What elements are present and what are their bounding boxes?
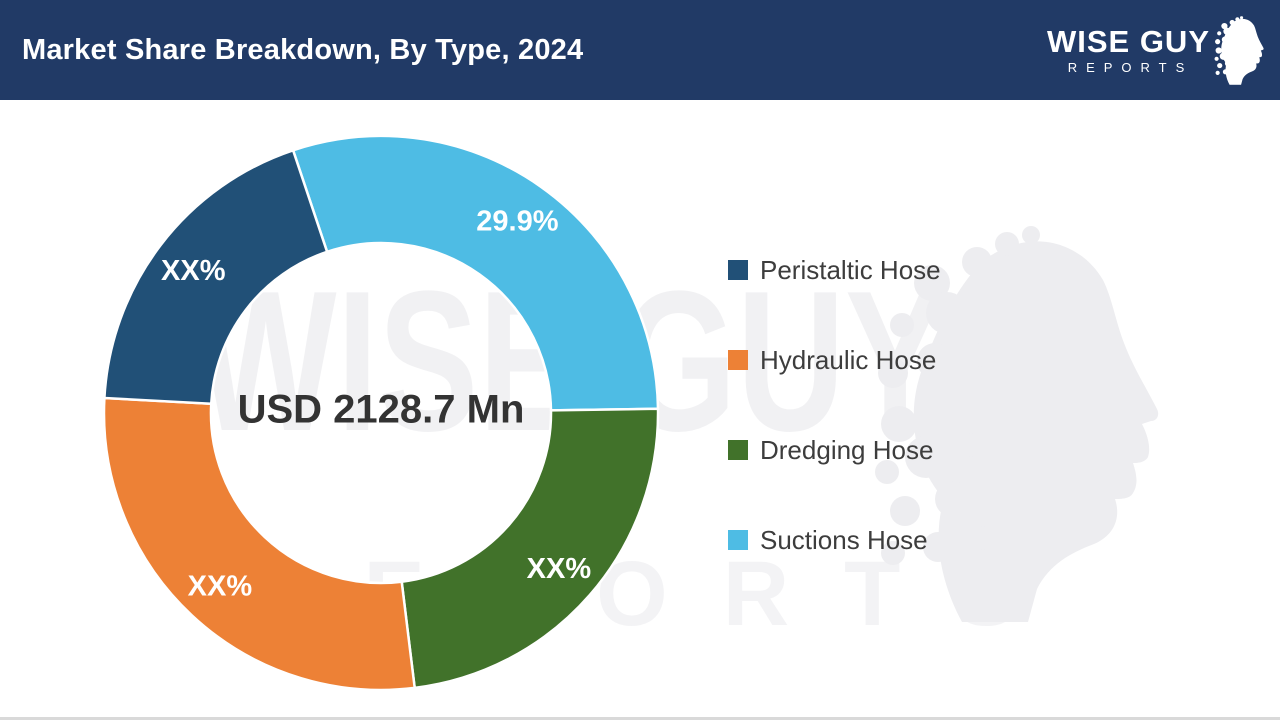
segment-value-label: XX% <box>188 570 253 602</box>
legend-item-label: Suctions Hose <box>760 524 928 555</box>
legend-item-label: Hydraulic Hose <box>760 344 937 375</box>
legend-swatch-icon <box>728 350 748 370</box>
donut-segment-hydraulic-hose <box>102 396 416 692</box>
page-title: Market Share Breakdown, By Type, 2024 <box>22 33 584 66</box>
donut-segment-dredging-hose <box>400 407 660 690</box>
brand-logo-wordmark: WISE GUY <box>1046 24 1210 59</box>
segment-value-label: XX% <box>161 255 226 287</box>
legend-item-label: Dredging Hose <box>760 434 934 465</box>
donut-chart: 29.9% XX% XX% XX% <box>102 134 660 692</box>
legend-swatch-icon <box>728 530 748 550</box>
chart-legend: Peristaltic Hose Hydraulic Hose Dredging… <box>728 254 941 616</box>
brand-logo-subtext: REPORTS <box>1067 60 1194 75</box>
header-bar: Market Share Breakdown, By Type, 2024 WI… <box>0 0 1280 100</box>
legend-item: Hydraulic Hose <box>728 344 941 375</box>
segment-value-label: XX% <box>527 553 592 585</box>
donut-segment-peristaltic-hose <box>103 149 329 406</box>
legend-swatch-icon <box>728 440 748 460</box>
legend-item: Peristaltic Hose <box>728 254 941 285</box>
segment-value-label: 29.9% <box>476 205 558 237</box>
legend-item: Dredging Hose <box>728 434 941 465</box>
footer-divider <box>0 717 1280 720</box>
chart-center-value: USD 2128.7 Mn <box>237 387 525 432</box>
legend-swatch-icon <box>728 260 748 280</box>
brand-face-icon <box>1214 16 1266 85</box>
legend-item: Suctions Hose <box>728 524 941 555</box>
legend-item-label: Peristaltic Hose <box>760 254 941 285</box>
brand-logo: WISE GUY REPORTS <box>1047 0 1266 100</box>
donut-segment-suctions-hose <box>291 134 660 412</box>
